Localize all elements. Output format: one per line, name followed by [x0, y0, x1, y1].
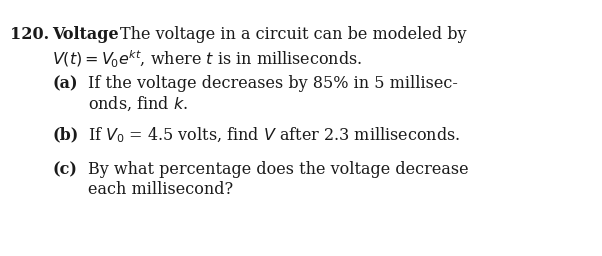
Text: By what percentage does the voltage decrease: By what percentage does the voltage decr… — [88, 161, 468, 178]
Text: 120.: 120. — [10, 26, 49, 43]
Text: If the voltage decreases by 85% in 5 millisec-: If the voltage decreases by 85% in 5 mil… — [88, 75, 458, 92]
Text: (a): (a) — [52, 75, 78, 92]
Text: (c): (c) — [52, 161, 77, 178]
Text: If $V_0$ = 4.5 volts, find $V$ after 2.3 milliseconds.: If $V_0$ = 4.5 volts, find $V$ after 2.3… — [88, 126, 460, 145]
Text: Voltage: Voltage — [52, 26, 119, 43]
Text: (b): (b) — [52, 126, 78, 143]
Text: onds, find $k$.: onds, find $k$. — [88, 95, 188, 113]
Text: The voltage in a circuit can be modeled by: The voltage in a circuit can be modeled … — [120, 26, 467, 43]
Text: each millisecond?: each millisecond? — [88, 181, 233, 198]
Text: $V(t) = V_{\!0}e^{kt}$, where $t$ is in milliseconds.: $V(t) = V_{\!0}e^{kt}$, where $t$ is in … — [52, 49, 362, 70]
